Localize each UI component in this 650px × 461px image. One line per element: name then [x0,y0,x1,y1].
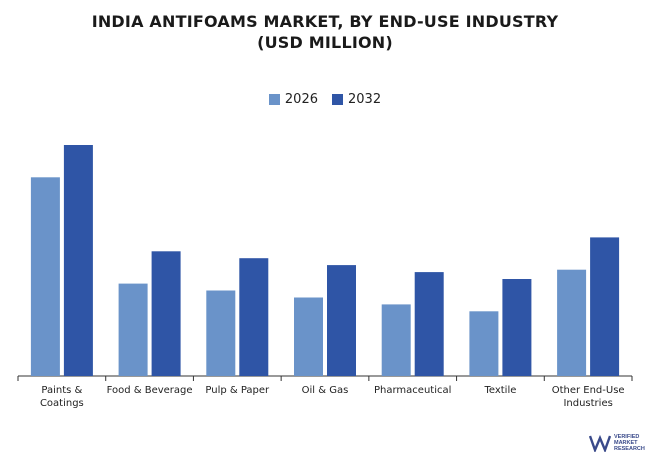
legend: 2026 2032 [0,92,650,107]
legend-label-2032: 2032 [348,92,382,107]
x-tick-label-line: Pulp & Paper [205,385,270,396]
legend-item-2026[interactable]: 2026 [268,92,318,107]
logo-text-line3: RESEARCH [614,446,645,452]
legend-swatch-2032 [332,94,343,105]
x-tick-label-line: Oil & Gas [302,385,349,396]
bar-2032-0[interactable] [63,145,93,376]
x-tick-label-line: Industries [563,398,612,409]
bar-2032-3[interactable] [327,265,356,376]
x-tick-label-line: Textile [483,385,516,396]
x-tick-label: Pulp & Paper [205,385,270,396]
x-tick-label-line: Paints & [41,385,82,396]
x-tick-label: Food & Beverage [107,385,193,396]
logo-text: VERIFIED MARKET RESEARCH [614,434,645,452]
logo-mark-icon [589,434,611,452]
x-tick-label-line: Pharmaceutical [374,385,451,396]
legend-label-2026: 2026 [284,92,318,107]
x-tick-label-line: Coatings [40,398,84,409]
chart-title: INDIA ANTIFOAMS MARKET, BY END-USE INDUS… [91,12,559,31]
bar-2032-2[interactable] [239,258,269,376]
logo-text-line1: VERIFIED [614,434,640,440]
logo-text-line2: MARKET [614,440,638,446]
bar-2026-0[interactable] [30,177,60,376]
legend-item-2032[interactable]: 2032 [332,92,381,107]
bar-2032-6[interactable] [590,237,620,376]
bar-2026-2[interactable] [206,290,236,377]
legend-swatch-2026 [268,94,280,105]
bar-2026-4[interactable] [381,304,411,376]
x-tick-label: Oil & Gas [302,385,349,396]
bar-2032-4[interactable] [414,272,444,377]
x-tick-label-line: Other End-Use [552,385,625,396]
bar-2026-5[interactable] [469,311,499,376]
bar-2032-1[interactable] [151,251,181,376]
bar-2032-5[interactable] [502,279,532,376]
chart-subtitle: (USD MILLION) [257,33,393,52]
bar-2026-3[interactable] [294,297,323,377]
x-tick-label: Paints & Coatings [40,385,84,409]
bar-2026-6[interactable] [557,269,587,376]
x-tick-label-line: Food & Beverage [107,385,193,396]
brand-logo: VERIFIED MARKET RESEARCH [589,434,645,452]
x-tick-label: Pharmaceutical [374,385,451,396]
x-tick-label: Other End-Use Industries [552,385,625,409]
x-tick-label: Textile [483,385,516,396]
bar-2026-1[interactable] [118,283,148,376]
